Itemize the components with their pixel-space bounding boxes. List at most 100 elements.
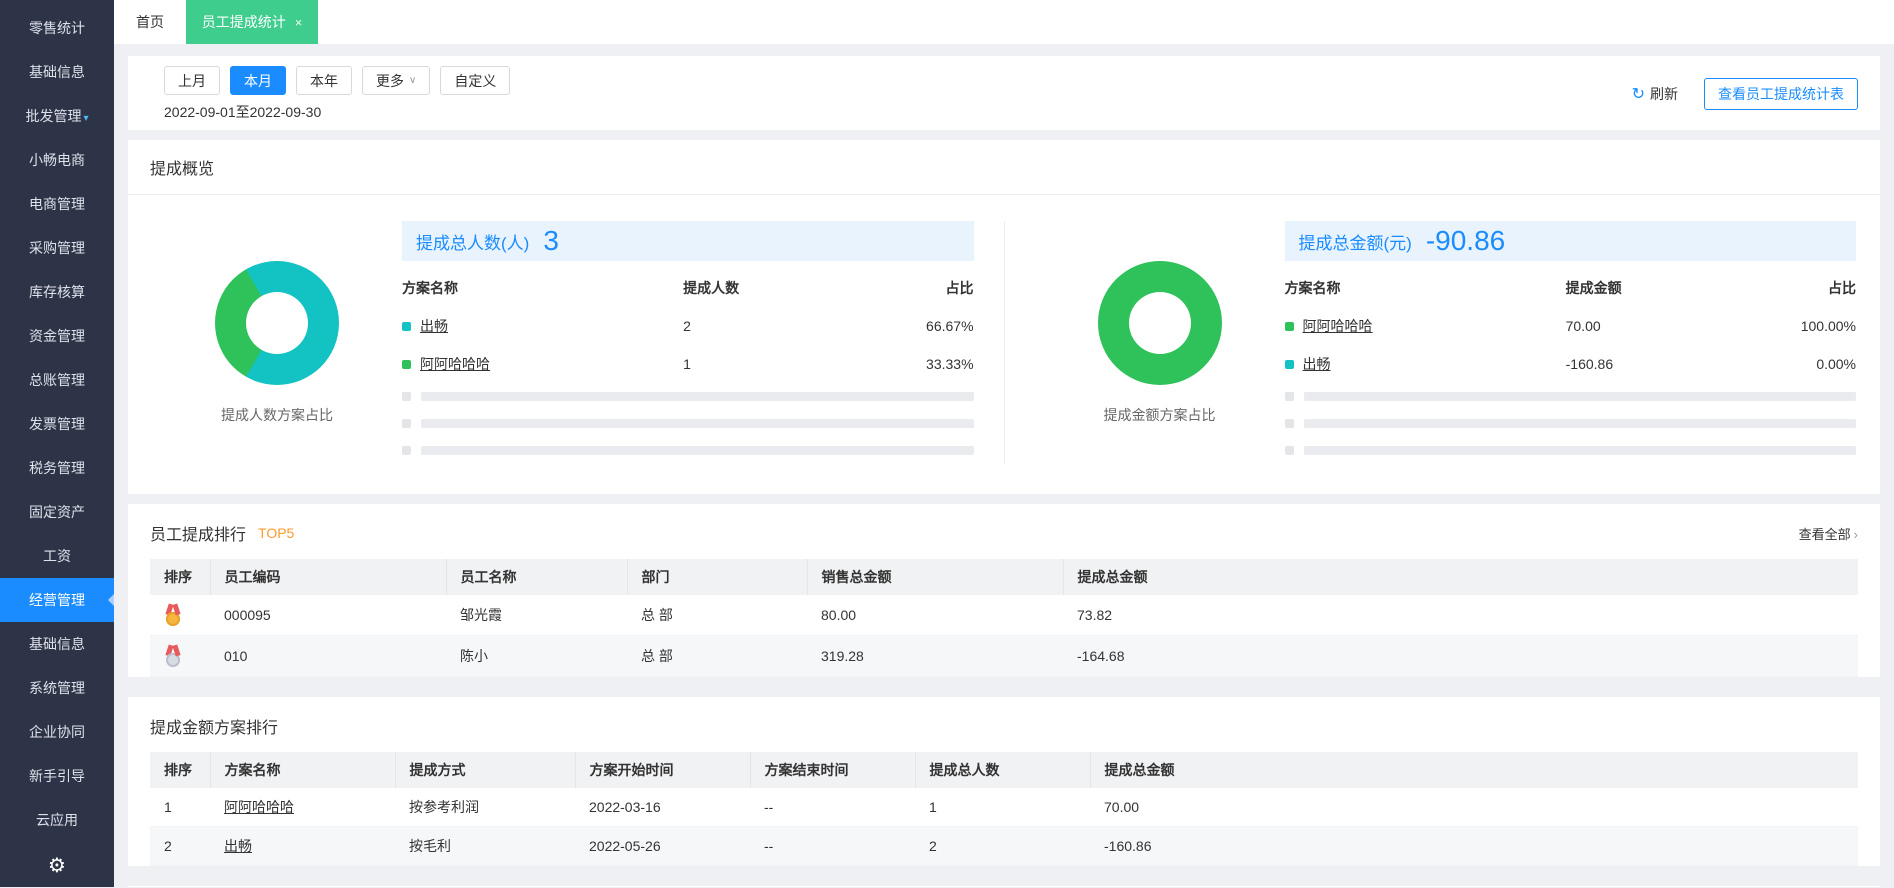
refresh-label: 刷新 bbox=[1650, 86, 1678, 102]
col-commission-method: 提成方式 bbox=[395, 752, 576, 788]
sidebar-item-cloud-apps[interactable]: 云应用 bbox=[36, 812, 78, 828]
filter-bar: 上月 本月 本年 更多 ∨ 自定义 2022-09-01至2022-09-30 ↻… bbox=[128, 56, 1880, 130]
cell-plan-end: -- bbox=[750, 788, 915, 827]
sidebar-item-label: 批发管理 bbox=[25, 108, 82, 124]
date-range-text: 2022-09-01至2022-09-30 bbox=[164, 104, 322, 120]
sidebar-item-business-management[interactable]: 经营管理 bbox=[0, 578, 114, 622]
view-all-link[interactable]: 查看全部 › bbox=[1799, 524, 1858, 543]
table-row: 出畅 -160.86 0.00% bbox=[1284, 345, 1856, 383]
overview-title: 提成概览 bbox=[128, 140, 1880, 195]
refresh-icon: ↻ bbox=[1631, 86, 1645, 103]
cell-plan-start: 2022-05-26 bbox=[575, 826, 750, 866]
amount-chart-caption: 提成金额方案占比 bbox=[1103, 406, 1216, 423]
col-plan-name: 方案名称 bbox=[210, 752, 396, 788]
refresh-button[interactable]: ↻ 刷新 bbox=[1632, 84, 1678, 104]
plan-link[interactable]: 阿阿哈哈哈 bbox=[420, 356, 490, 372]
employee-ranking-card: 员工提成排行 TOP5 查看全部 › 排序 员工编码 员工名称 部门 销售总金额 … bbox=[128, 504, 1880, 677]
settings-gear-icon[interactable]: ⚙ bbox=[48, 855, 66, 877]
sidebar-item-retail-stats[interactable]: 零售统计 bbox=[29, 20, 85, 36]
plan-link[interactable]: 阿阿哈哈哈 bbox=[1302, 318, 1373, 334]
custom-range-button[interactable]: 自定义 bbox=[440, 66, 511, 95]
col-plan-start: 方案开始时间 bbox=[575, 752, 751, 788]
people-chart-caption: 提成人数方案占比 bbox=[221, 406, 333, 423]
table-row: 000095 邹光霞 总 部 80.00 73.82 bbox=[150, 595, 1858, 636]
skeleton-row bbox=[402, 383, 974, 410]
sidebar-item-enterprise-collab[interactable]: 企业协同 bbox=[29, 724, 85, 740]
amount-stats: 提成总金额(元) -90.86 方案名称 提成金额 占比 阿阿 bbox=[1284, 221, 1857, 464]
plan-link[interactable]: 出畅 bbox=[420, 318, 448, 334]
overview-amount-panel: 提成金额方案占比 提成总金额(元) -90.86 方案名称 提成金额 bbox=[1005, 221, 1857, 464]
sidebar-item-inventory[interactable]: 库存核算 bbox=[29, 284, 85, 300]
cell-total-commission: -164.68 bbox=[1063, 635, 1858, 677]
cell-rank bbox=[150, 595, 210, 636]
sidebar-item-ecommerce[interactable]: 电商管理 bbox=[29, 196, 85, 212]
this-year-button[interactable]: 本年 bbox=[296, 66, 352, 95]
sidebar-item-purchasing[interactable]: 采购管理 bbox=[29, 240, 85, 256]
cell-count: 1 bbox=[683, 356, 691, 372]
filter-right: ↻ 刷新 查看员工提成统计表 bbox=[1632, 78, 1858, 110]
more-button[interactable]: 更多 ∨ bbox=[362, 66, 431, 95]
col-percentage: 占比 bbox=[1828, 280, 1857, 296]
people-summary: 提成总人数(人) 3 bbox=[402, 221, 974, 261]
col-plan-end: 方案结束时间 bbox=[750, 752, 916, 788]
col-employee-code: 员工编码 bbox=[210, 559, 447, 595]
people-chart-block: 提成人数方案占比 bbox=[152, 221, 402, 464]
sidebar-item-payroll[interactable]: 工资 bbox=[43, 548, 71, 564]
cell-percentage: 100.00% bbox=[1800, 318, 1857, 334]
sidebar-item-tax[interactable]: 税务管理 bbox=[29, 460, 85, 476]
col-department: 部门 bbox=[627, 559, 808, 595]
cell-total-people: 1 bbox=[915, 788, 1090, 827]
top5-badge: TOP5 bbox=[258, 525, 295, 541]
sidebar-item-wholesale[interactable]: 批发管理 ▾ bbox=[0, 94, 114, 138]
skeleton-row bbox=[1284, 437, 1856, 464]
sidebar-item-funds[interactable]: 资金管理 bbox=[29, 328, 85, 344]
sidebar-item-invoice[interactable]: 发票管理 bbox=[29, 416, 85, 432]
table-row: 阿阿哈哈哈 70.00 100.00% bbox=[1284, 307, 1857, 345]
sidebar-item-beginner-guide[interactable]: 新手引导 bbox=[29, 768, 85, 784]
close-icon[interactable]: × bbox=[294, 14, 303, 30]
cell-total-commission: 70.00 bbox=[1090, 788, 1858, 827]
sidebar-item-system-management[interactable]: 系统管理 bbox=[29, 680, 85, 696]
employee-ranking-table: 排序 员工编码 员工名称 部门 销售总金额 提成总金额 000095 邹光霞 bbox=[150, 559, 1858, 677]
sidebar-item-basic-info-2[interactable]: 基础信息 bbox=[29, 636, 85, 652]
people-plan-table: 方案名称 提成人数 占比 出畅 2 66.67% bbox=[402, 269, 974, 464]
col-total-commission: 提成总金额 bbox=[1090, 752, 1858, 788]
cell-count: 2 bbox=[683, 318, 691, 334]
caret-down-icon: ▾ bbox=[83, 113, 89, 124]
cell-plan-name: 出畅 bbox=[210, 826, 395, 866]
plan-link[interactable]: 出畅 bbox=[1302, 356, 1331, 372]
plan-link[interactable]: 出畅 bbox=[224, 838, 252, 854]
table-row: 1 阿阿哈哈哈 按参考利润 2022-03-16 -- 1 70.00 bbox=[150, 788, 1858, 827]
cell-amount: 70.00 bbox=[1565, 318, 1601, 334]
last-month-button[interactable]: 上月 bbox=[164, 66, 220, 95]
tab-label: 员工提成统计 bbox=[201, 14, 286, 30]
employee-ranking-header: 员工提成排行 TOP5 查看全部 › bbox=[128, 504, 1880, 559]
amount-summary-value: -90.86 bbox=[1425, 225, 1506, 256]
tab-employee-commission-stats[interactable]: 员工提成统计 × bbox=[186, 0, 318, 44]
table-header-row: 排序 方案名称 提成方式 方案开始时间 方案结束时间 提成总人数 提成总金额 bbox=[150, 752, 1858, 788]
sidebar-item-fixed-assets[interactable]: 固定资产 bbox=[29, 504, 85, 520]
legend-dot bbox=[1284, 359, 1294, 369]
this-month-button[interactable]: 本月 bbox=[230, 66, 286, 95]
legend-dot bbox=[402, 359, 411, 369]
tab-home[interactable]: 首页 bbox=[136, 14, 164, 30]
cell-total-people: 2 bbox=[915, 826, 1090, 866]
gold-medal-icon bbox=[164, 604, 182, 626]
cell-employee-name: 邹光霞 bbox=[446, 595, 627, 636]
sidebar: 零售统计 基础信息 批发管理 ▾ 小畅电商 电商管理 采购管理 库存核算 资金管理… bbox=[0, 0, 114, 887]
overview-body: 提成人数方案占比 提成总人数(人) 3 方案名称 提成人数 bbox=[128, 195, 1880, 494]
plan-link[interactable]: 阿阿哈哈哈 bbox=[224, 799, 294, 815]
plan-ranking-title: 提成金额方案排行 bbox=[150, 720, 279, 737]
view-report-button[interactable]: 查看员工提成统计表 bbox=[1704, 78, 1858, 110]
cell-employee-code: 000095 bbox=[210, 595, 446, 636]
sidebar-item-basic-info[interactable]: 基础信息 bbox=[29, 64, 85, 80]
sidebar-item-general-ledger[interactable]: 总账管理 bbox=[29, 372, 85, 388]
cell-total-commission: 73.82 bbox=[1063, 595, 1858, 636]
sidebar-item-xiaochang-ecommerce[interactable]: 小畅电商 bbox=[29, 152, 85, 168]
date-filter-group: 上月 本月 本年 更多 ∨ 自定义 bbox=[164, 66, 511, 95]
cell-employee-name: 陈小 bbox=[446, 635, 627, 677]
skeleton-row bbox=[1284, 410, 1856, 437]
cell-total-sales: 80.00 bbox=[807, 595, 1063, 636]
cell-rank: 1 bbox=[150, 788, 210, 827]
amount-donut-chart bbox=[1097, 260, 1222, 385]
